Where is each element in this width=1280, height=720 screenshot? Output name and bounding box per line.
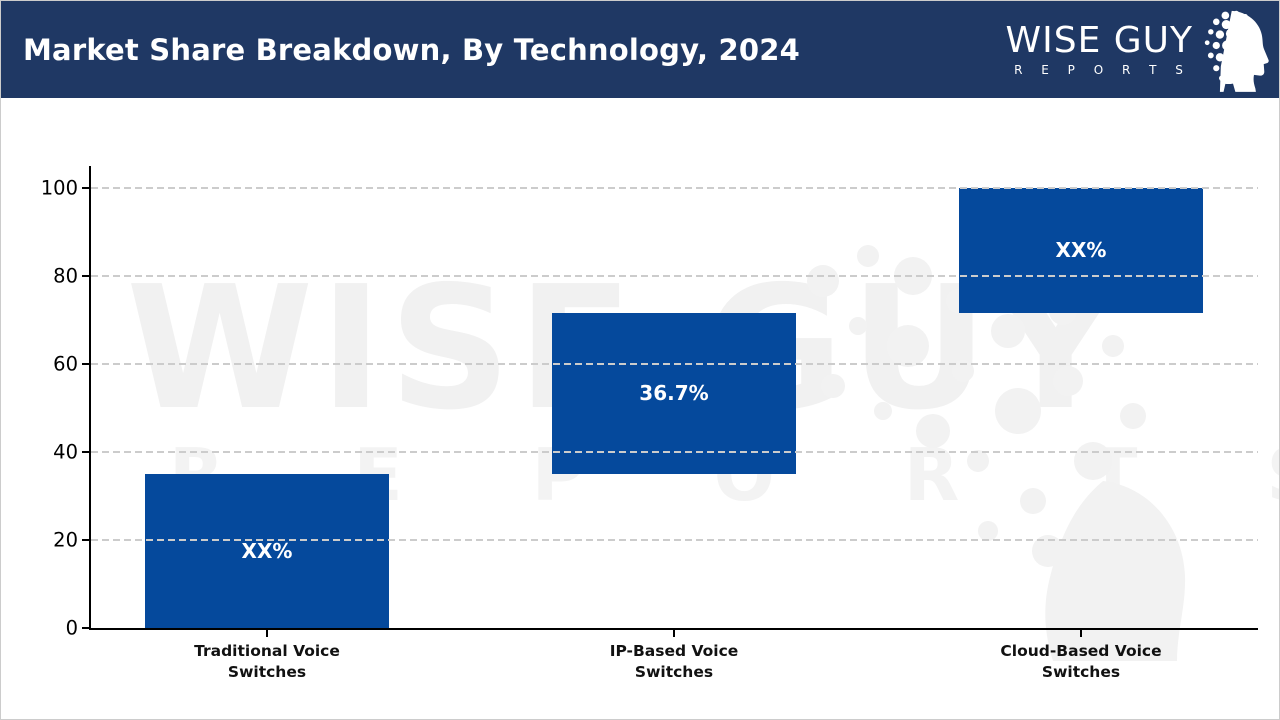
brand-logo-text: WISE GUY R E P O R T S xyxy=(1005,19,1194,77)
y-tick xyxy=(82,539,89,541)
bar xyxy=(145,474,389,628)
y-tick-label: 100 xyxy=(40,176,78,200)
gridline xyxy=(91,451,1258,453)
logo-head-icon xyxy=(1204,10,1269,92)
y-tick xyxy=(82,451,89,453)
y-tick xyxy=(82,187,89,189)
y-tick-label: 60 xyxy=(53,352,78,376)
bar-value-label: XX% xyxy=(241,539,293,563)
y-tick-label: 80 xyxy=(53,264,78,288)
brand-logo: WISE GUY R E P O R T S xyxy=(1006,7,1270,93)
y-tick-label: 0 xyxy=(65,616,78,640)
logo-wordmark: WISE GUY xyxy=(1005,19,1193,61)
y-tick xyxy=(82,275,89,277)
gridline xyxy=(91,363,1258,365)
bar-value-label: XX% xyxy=(1055,238,1107,263)
x-tick xyxy=(1080,630,1082,637)
logo-tagline: R E P O R T S xyxy=(1014,62,1191,77)
bar xyxy=(959,188,1203,313)
plot-area: 0 20 40 60 80 100 XX% 36.7% XX% Traditional Voice… xyxy=(41,166,1258,681)
bar xyxy=(552,312,796,474)
gridline xyxy=(91,187,1258,189)
x-tick xyxy=(673,630,675,637)
bar-value-label: 36.7% xyxy=(639,381,709,406)
y-tick-label: 20 xyxy=(53,528,78,552)
gridline xyxy=(91,539,1258,541)
y-tick xyxy=(82,363,89,365)
gridline xyxy=(91,275,1258,277)
x-tick xyxy=(266,630,268,637)
x-category-label: Traditional Voice Switches xyxy=(194,642,340,681)
y-tick xyxy=(82,627,89,629)
header: Market Share Breakdown, By Technology, 2… xyxy=(1,1,1279,98)
page-title: Market Share Breakdown, By Technology, 2… xyxy=(23,32,801,67)
x-category-label: IP-Based Voice Switches xyxy=(609,642,739,681)
x-category-label: Cloud-Based Voice Switches xyxy=(1000,642,1162,681)
y-tick-label: 40 xyxy=(53,440,78,464)
